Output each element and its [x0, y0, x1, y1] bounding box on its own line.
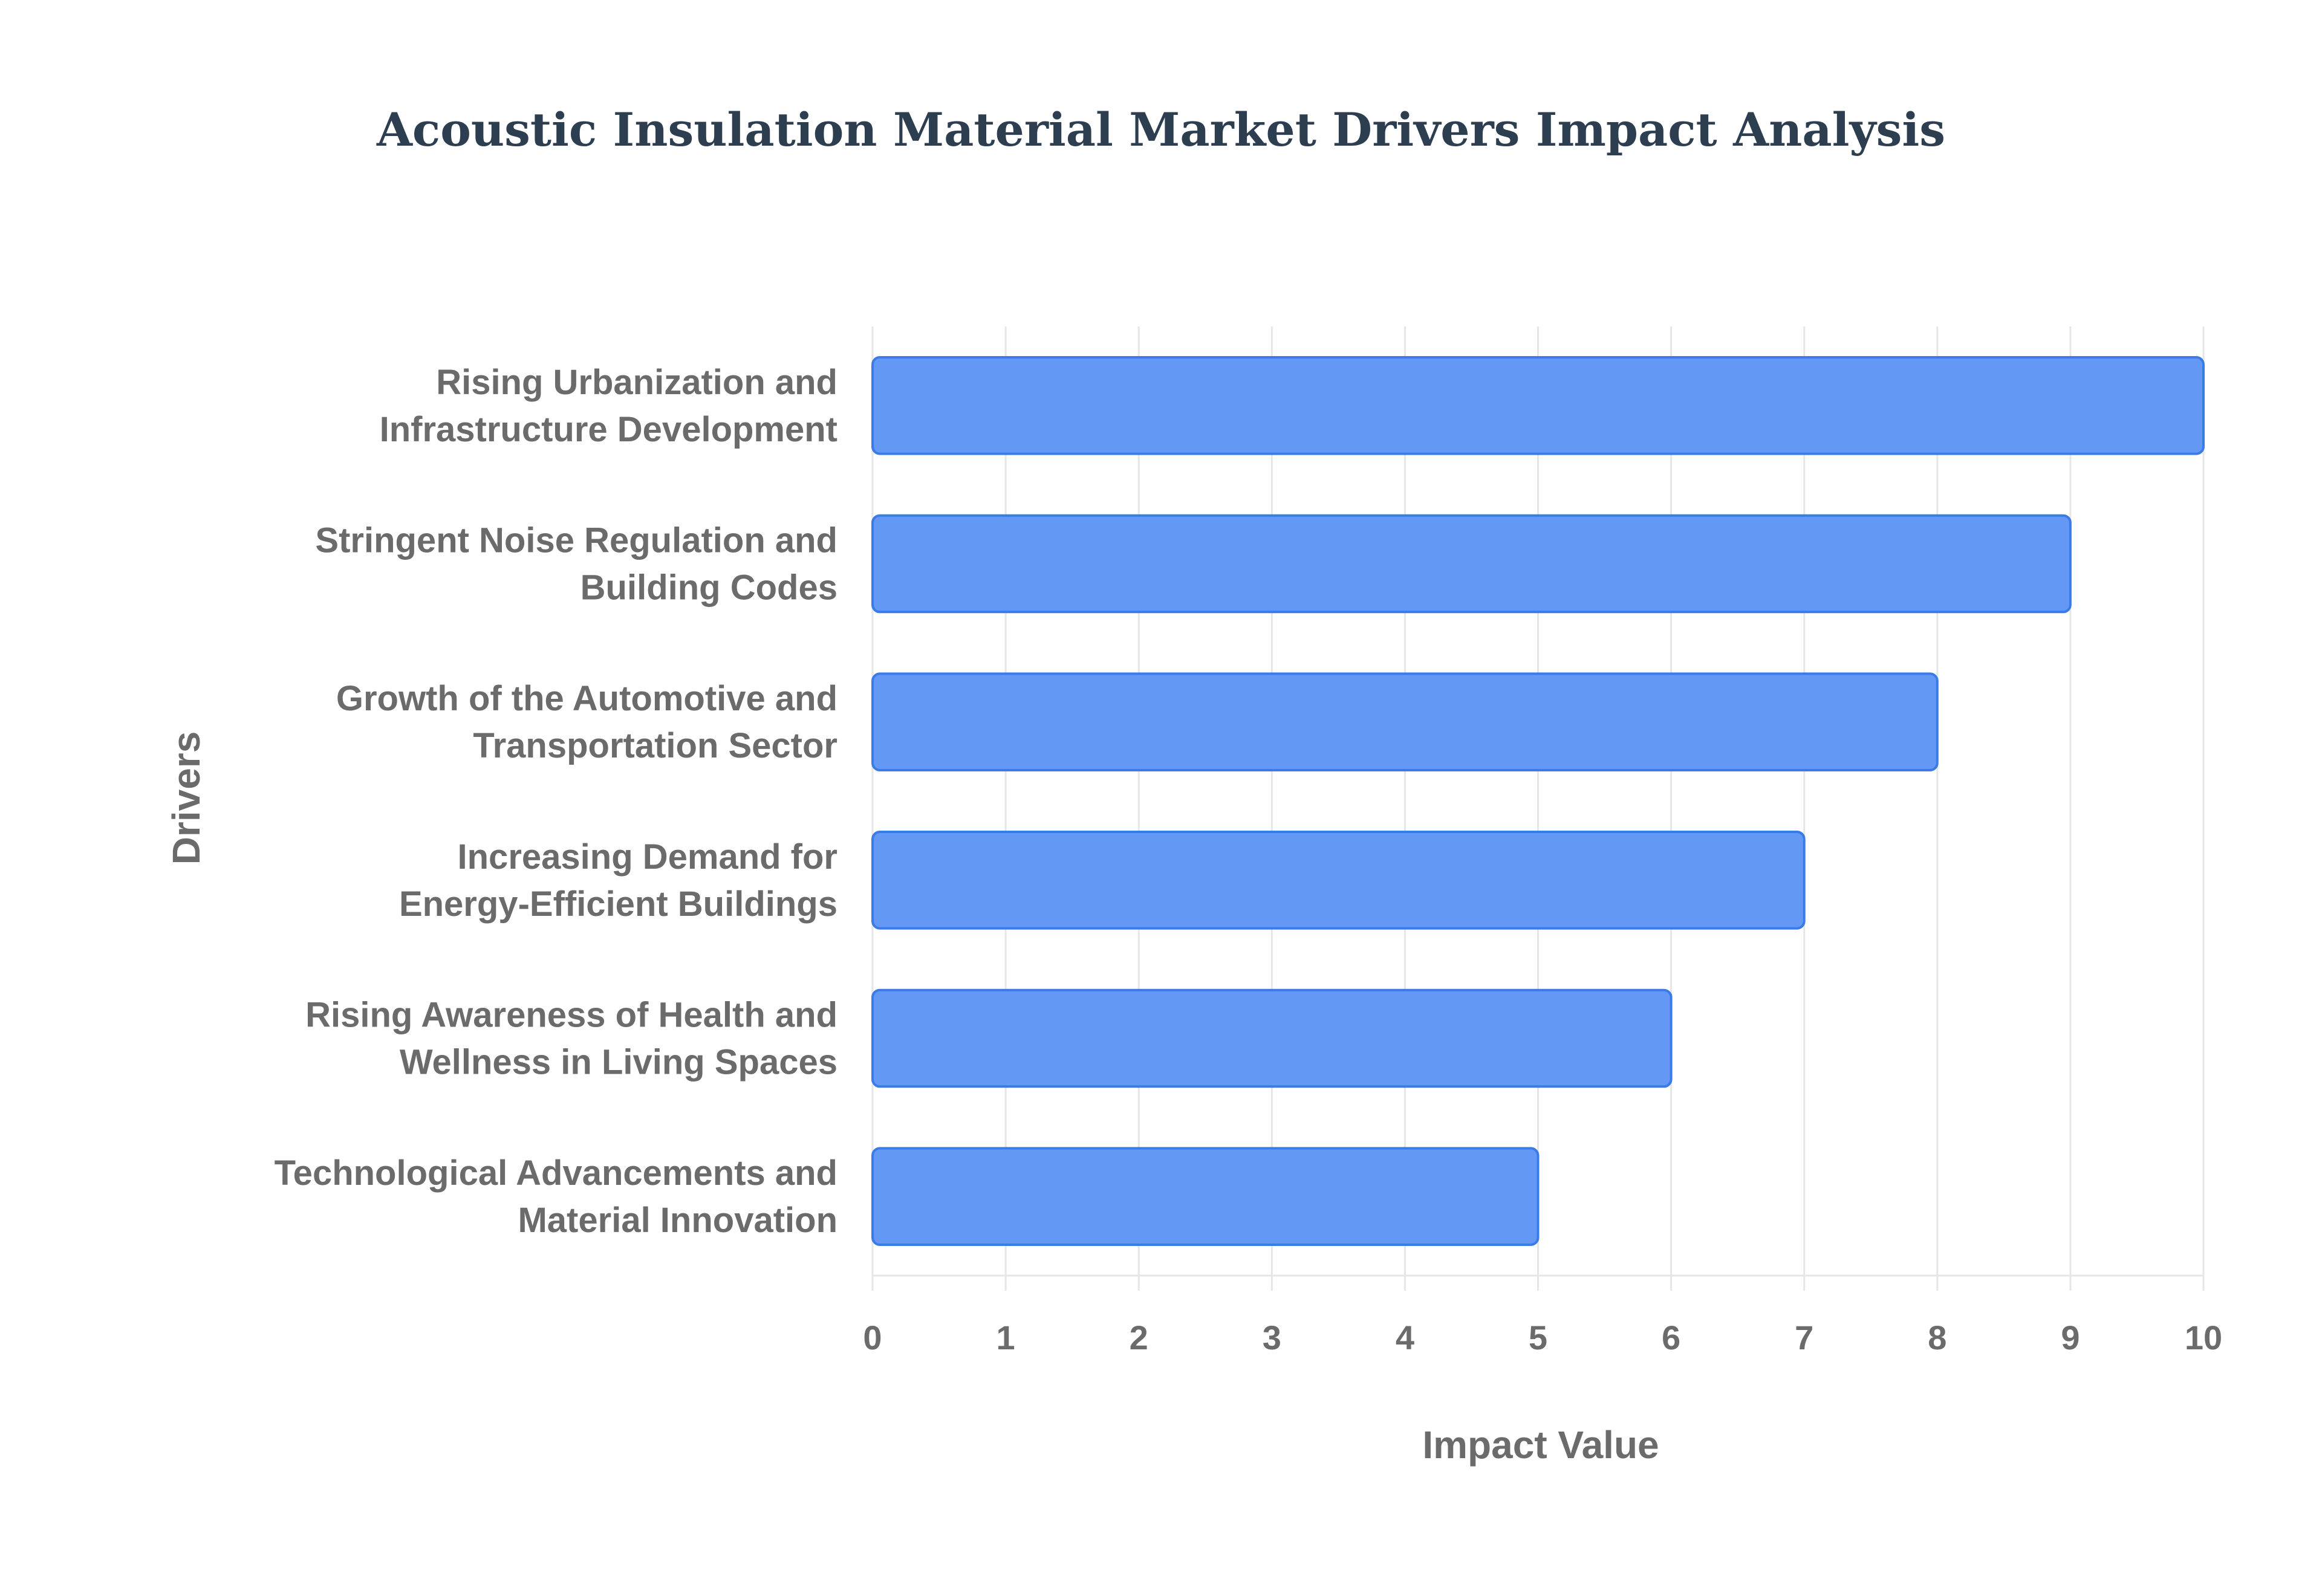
bars [871, 356, 2205, 1246]
labels: Rising Urbanization and Infrastructure De… [275, 363, 837, 1240]
x-tick-label: 8 [1928, 1319, 1946, 1357]
bar [871, 988, 1673, 1088]
chart-title: Acoustic Insulation Material Market Driv… [376, 103, 1946, 157]
x-tick-label: 5 [1529, 1319, 1547, 1357]
bar [871, 356, 2205, 455]
y-tick-label: Rising Urbanization and [436, 363, 837, 402]
grid-lines [871, 326, 2205, 1291]
x-tick-label: 10 [2185, 1319, 2222, 1357]
x-tick-label: 2 [1130, 1319, 1148, 1357]
y-axis-title: Drivers [164, 731, 208, 865]
x-tick-label: 6 [1662, 1319, 1680, 1357]
y-tick-label: Infrastructure Development [380, 410, 837, 449]
x-tick-label: 3 [1263, 1319, 1281, 1357]
y-tick-label: Rising Awareness of Health and [305, 996, 837, 1035]
y-tick-label: Increasing Demand for [458, 837, 837, 877]
x-axis-title: Impact Value [1422, 1423, 1659, 1467]
y-tick-label: Building Codes [580, 568, 837, 608]
x-tick-label: 4 [1396, 1319, 1414, 1357]
y-tick-label: Energy-Efficient Buildings [399, 884, 837, 924]
x-tick-label: 1 [997, 1319, 1015, 1357]
bar [871, 514, 2072, 614]
x-tick-label: 9 [2061, 1319, 2080, 1357]
bar [871, 831, 1806, 930]
bar [871, 672, 1939, 771]
x-tick-label: 0 [863, 1319, 882, 1357]
y-tick-label: Growth of the Automotive and [336, 679, 837, 718]
y-tick-label: Technological Advancements and [275, 1153, 837, 1193]
axes: 0 1 2 3 4 5 6 7 8 9 10 [863, 1274, 2222, 1357]
x-tick-label: 7 [1795, 1319, 1813, 1357]
y-tick-label: Wellness in Living Spaces [400, 1043, 837, 1082]
y-tick-label: Stringent Noise Regulation and [315, 521, 837, 560]
y-tick-label: Material Innovation [518, 1201, 837, 1240]
y-tick-label: Transportation Sector [473, 726, 837, 765]
bar [871, 1147, 1540, 1246]
